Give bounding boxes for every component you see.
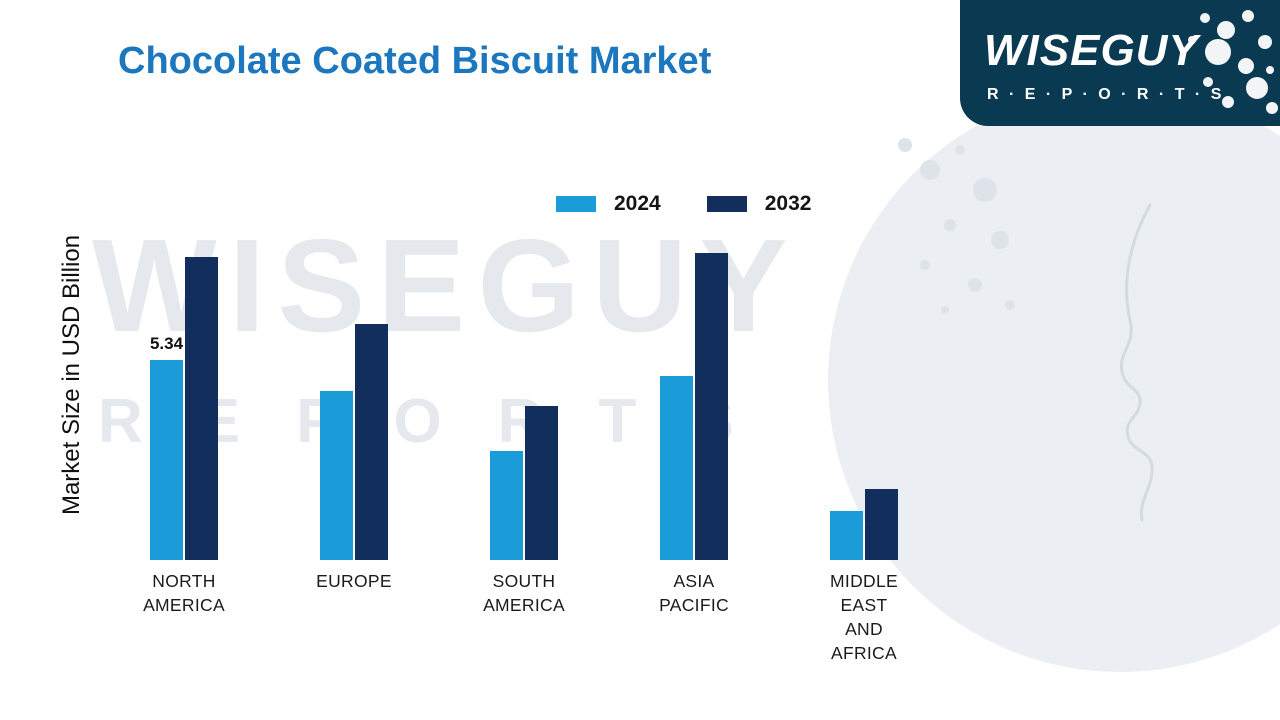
bar-group: EUROPE: [269, 240, 439, 686]
bar-group: ASIA PACIFIC: [609, 240, 779, 686]
bar-group: SOUTH AMERICA: [439, 240, 609, 686]
logo-face-dots-icon: [1188, 10, 1278, 114]
bar-pair: [660, 240, 728, 560]
category-label: NORTH AMERICA: [143, 571, 225, 616]
bar-group: MIDDLE EAST AND AFRICA: [779, 240, 949, 686]
category-label: EUROPE: [316, 571, 392, 591]
logo: WISEGUY R · E · P · O · R · T · S: [960, 0, 1280, 126]
category-label: ASIA PACIFIC: [659, 571, 729, 616]
bar-pair: [830, 240, 898, 560]
legend-swatch-2024: [556, 196, 596, 212]
chart-title: Chocolate Coated Biscuit Market: [118, 40, 712, 82]
bar-2024: 5.34: [150, 334, 183, 560]
y-axis-label: Market Size in USD Billion: [58, 234, 85, 516]
legend: 2024 2032: [556, 192, 811, 216]
bar-2032: [695, 253, 728, 560]
legend-label-2032: 2032: [764, 192, 812, 215]
bar-2024: [660, 376, 693, 560]
bar-groups: 5.34 NORTH AMERICA EUROPE SOUTH AMERICA ASIA…: [99, 240, 949, 686]
bar-pair: 5.34: [150, 240, 218, 560]
bar-2032: [525, 406, 558, 560]
legend-label-2024: 2024: [614, 192, 661, 215]
category-label: MIDDLE EAST AND AFRICA: [830, 571, 898, 664]
category-label: SOUTH AMERICA: [483, 571, 565, 616]
bar-2032: [865, 489, 898, 560]
bar-2024: [490, 451, 523, 560]
bar-2032: [185, 257, 218, 560]
value-label: 5.34: [149, 334, 184, 353]
bar-pair: [320, 240, 388, 560]
bar-2032: [355, 324, 388, 560]
legend-swatch-2032: [706, 196, 747, 212]
bar-2024: [320, 391, 353, 560]
bar-group: 5.34 NORTH AMERICA: [99, 240, 269, 686]
bar-pair: [490, 240, 558, 560]
watermark-circle: [828, 88, 1280, 672]
logo-wordmark: WISEGUY: [984, 26, 1199, 75]
bar-2024: [830, 511, 863, 560]
logo-subtitle: R · E · P · O · R · T · S: [987, 86, 1225, 103]
